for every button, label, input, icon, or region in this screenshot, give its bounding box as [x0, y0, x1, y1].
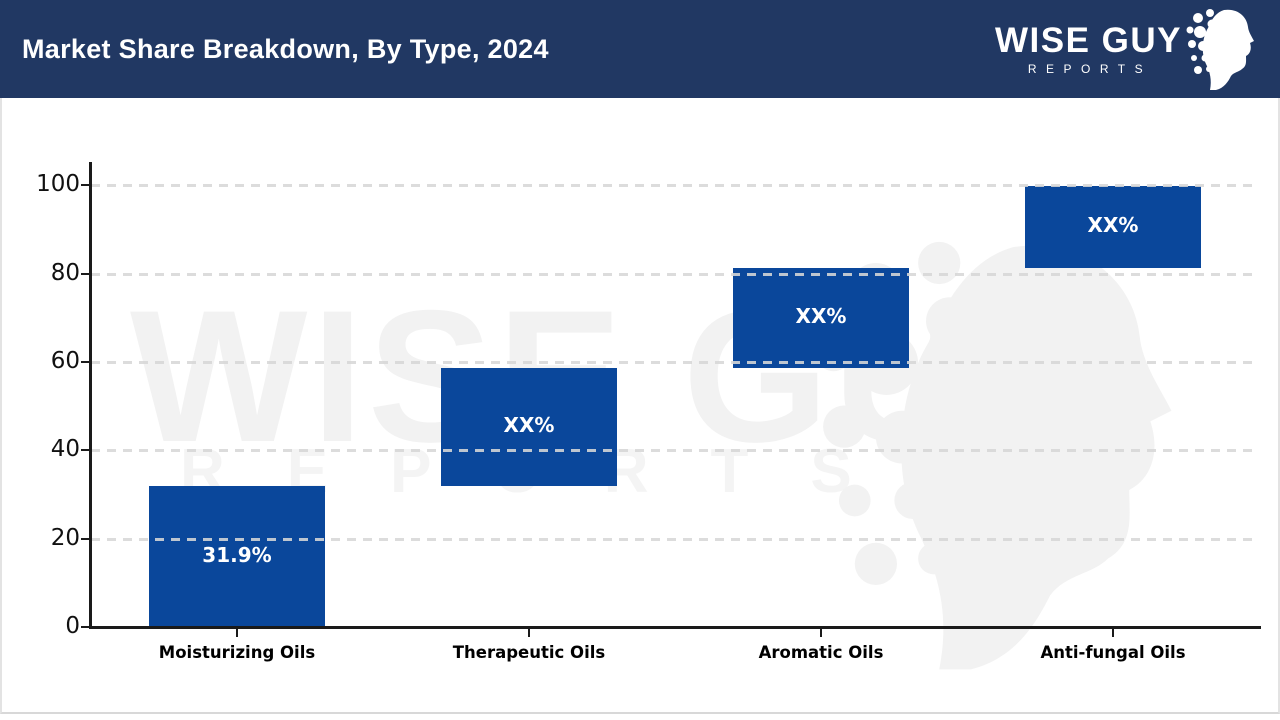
y-tick-label-40: 40: [50, 436, 80, 463]
x-tickmark-3: [1112, 629, 1114, 637]
page-title: Market Share Breakdown, By Type, 2024: [22, 33, 549, 64]
category-label-2: Aromatic Oils: [758, 643, 884, 662]
gridline-40: [91, 449, 1259, 453]
category-label-3: Anti-fungal Oils: [1040, 643, 1186, 662]
y-tickmark-80: [81, 272, 89, 275]
gridline-20: [91, 537, 1259, 541]
y-tickmark-40: [81, 449, 89, 452]
logo-text: WISE GUY REPORTS: [995, 23, 1182, 75]
y-tick-label-80: 80: [50, 259, 80, 286]
category-label-1: Therapeutic Oils: [452, 643, 606, 662]
bar-therapeutic-oils: [441, 368, 617, 487]
bar-aromatic-oils: [733, 267, 909, 369]
gridline-100: [91, 184, 1259, 188]
gridline-80: [91, 272, 1259, 276]
logo-name: WISE GUY: [994, 21, 1182, 60]
bar-value-label: XX%: [795, 304, 847, 329]
y-tick-label-20: 20: [50, 524, 80, 551]
bar-value-label: 31.9%: [202, 542, 272, 567]
y-tickmark-0: [81, 626, 89, 628]
bar-value-label: XX%: [503, 413, 555, 438]
bar-anti-fungal-oils: [1025, 186, 1201, 268]
x-tickmark-2: [820, 629, 822, 637]
plot-region: 31.9% XX% XX% XX% 0 20 40 60 80 100 Moisturizing O…: [2, 98, 1278, 712]
logo-tagline: REPORTS: [1027, 62, 1153, 76]
wiseguy-logo: WISE GUY REPORTS: [995, 6, 1256, 92]
gridline-60: [91, 361, 1259, 365]
y-axis-line: [89, 162, 92, 629]
y-tick-label-60: 60: [50, 348, 80, 375]
category-label-0: Moisturizing Oils: [158, 643, 316, 662]
x-tickmark-0: [236, 629, 238, 637]
y-tickmark-100: [81, 184, 89, 187]
bar-value-label: XX%: [1087, 213, 1139, 238]
y-tick-label-0: 0: [65, 613, 80, 639]
bar-moisturizing-oils: [149, 486, 325, 627]
y-tickmark-60: [81, 361, 89, 364]
x-tickmark-1: [528, 629, 530, 637]
x-axis-line: [89, 626, 1261, 629]
y-tick-label-100: 100: [36, 171, 80, 198]
header-bar: Market Share Breakdown, By Type, 2024 WI…: [0, 0, 1280, 98]
wiseguy-head-icon: [1186, 9, 1254, 90]
y-tickmark-20: [81, 537, 89, 540]
chart-area: WISE GUY REPORTS 31.9%XX%XX%XX%020406080…: [0, 98, 1280, 714]
